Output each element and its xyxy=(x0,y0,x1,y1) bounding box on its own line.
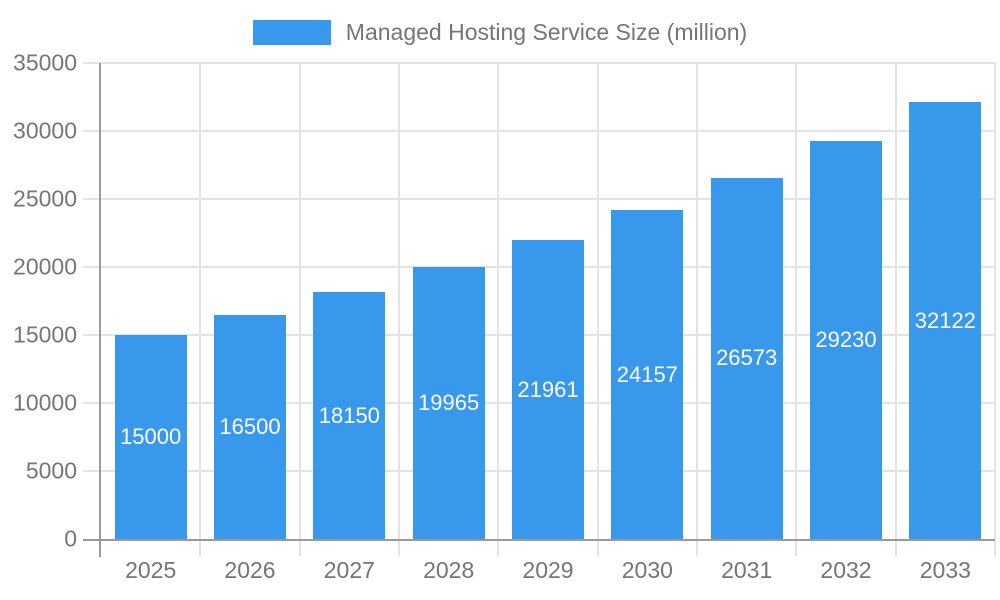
bar-value-label: 32122 xyxy=(914,307,976,333)
x-gridline xyxy=(497,63,500,556)
bar: 29230 xyxy=(810,141,882,539)
y-gridline xyxy=(83,62,995,64)
x-tick-label: 2028 xyxy=(423,557,475,583)
x-gridline xyxy=(298,63,301,556)
bar: 24157 xyxy=(611,210,684,539)
bar-value-label: 18150 xyxy=(318,402,380,428)
x-tick-label: 2031 xyxy=(721,557,773,583)
bar: 26573 xyxy=(710,177,783,539)
y-tick-label: 30000 xyxy=(13,117,77,144)
y-gridline xyxy=(83,198,995,200)
bar: 19965 xyxy=(412,267,485,539)
bar-value-label: 26573 xyxy=(716,345,778,371)
x-gridline xyxy=(696,63,698,556)
bar-value-label: 21961 xyxy=(517,376,579,402)
y-gridline xyxy=(83,130,995,132)
x-tick-label: 2029 xyxy=(522,557,574,583)
bar: 18150 xyxy=(313,292,386,539)
x-tick-label: 2027 xyxy=(323,557,375,583)
bar-value-label: 16500 xyxy=(219,413,281,439)
x-gridline xyxy=(398,63,400,556)
legend: Managed Hosting Service Size (million) xyxy=(0,19,1000,47)
x-tick-label: 2025 xyxy=(125,557,177,583)
x-gridline xyxy=(994,63,996,556)
bar-value-label: 24157 xyxy=(616,361,678,387)
bar-value-label: 29230 xyxy=(815,327,877,353)
y-tick-label: 0 xyxy=(64,525,77,552)
x-gridline xyxy=(199,63,202,556)
y-tick-label: 15000 xyxy=(13,321,77,348)
y-axis-line xyxy=(99,63,101,557)
bar-value-label: 19965 xyxy=(418,390,480,416)
y-tick-label: 35000 xyxy=(13,49,77,76)
bar: 21961 xyxy=(512,240,584,539)
bar: 16500 xyxy=(214,314,286,539)
x-gridline xyxy=(894,63,897,556)
x-gridline xyxy=(795,63,798,556)
y-tick-label: 20000 xyxy=(13,253,77,280)
bar-value-label: 15000 xyxy=(120,424,182,449)
legend-swatch xyxy=(252,20,331,46)
y-tick-label: 10000 xyxy=(13,389,77,416)
bar: 32122 xyxy=(909,102,982,539)
x-tick-label: 2026 xyxy=(224,557,276,583)
x-tick-label: 2030 xyxy=(621,557,673,583)
x-axis-line xyxy=(83,539,995,541)
x-gridline xyxy=(596,63,599,556)
legend-label: Managed Hosting Service Size (million) xyxy=(345,19,748,45)
x-tick-label: 2032 xyxy=(820,557,872,583)
y-tick-label: 5000 xyxy=(25,457,77,484)
plot-area: 0 5000 10000 15000 20000 25000 30000 35000 15000… xyxy=(13,51,996,582)
y-tick-label: 25000 xyxy=(13,185,77,212)
bar: 15000 xyxy=(114,335,187,539)
x-tick-label: 2033 xyxy=(919,557,971,583)
